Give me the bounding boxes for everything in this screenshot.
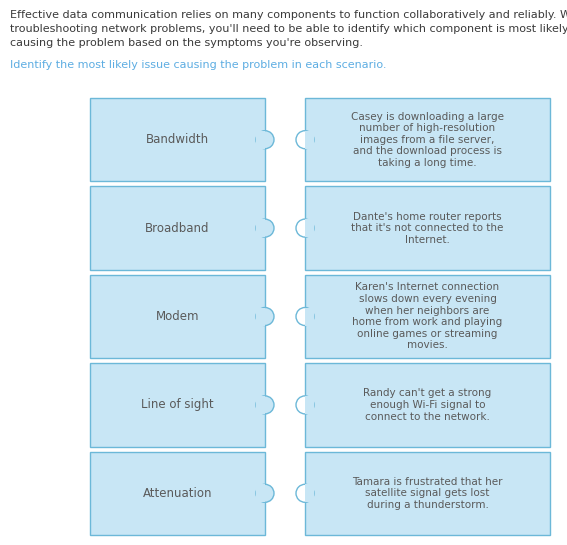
Circle shape	[256, 485, 274, 502]
Text: troubleshooting network problems, you'll need to be able to identify which compo: troubleshooting network problems, you'll…	[10, 24, 567, 34]
Bar	[90, 452, 265, 535]
Bar	[256, 485, 265, 502]
Bar	[90, 98, 265, 181]
Circle shape	[296, 131, 314, 149]
Text: Randy can't get a strong
enough Wi-Fi signal to
connect to the network.: Randy can't get a strong enough Wi-Fi si…	[363, 388, 492, 421]
Bar	[305, 219, 314, 237]
Text: Line of sight: Line of sight	[141, 398, 214, 411]
Circle shape	[296, 307, 314, 325]
Circle shape	[296, 485, 314, 502]
Bar	[90, 363, 265, 446]
Text: Modem: Modem	[156, 310, 199, 323]
Bar	[305, 98, 550, 181]
Circle shape	[296, 219, 314, 237]
Bar	[305, 307, 314, 325]
Text: Dante's home router reports
that it's not connected to the
Internet.: Dante's home router reports that it's no…	[352, 211, 503, 245]
Circle shape	[256, 396, 274, 414]
Bar	[90, 186, 265, 270]
Circle shape	[256, 131, 274, 149]
Bar	[90, 275, 265, 358]
Text: Tamara is frustrated that her
satellite signal gets lost
during a thunderstorm.: Tamara is frustrated that her satellite …	[352, 477, 503, 510]
Text: causing the problem based on the symptoms you're observing.: causing the problem based on the symptom…	[10, 38, 363, 48]
Bar	[305, 452, 550, 535]
Bar	[256, 131, 265, 149]
Bar	[305, 186, 550, 270]
Circle shape	[256, 219, 274, 237]
Bar	[305, 396, 314, 414]
Circle shape	[296, 396, 314, 414]
Text: Effective data communication relies on many components to function collaborative: Effective data communication relies on m…	[10, 10, 567, 20]
Bar	[256, 307, 265, 325]
Text: Karen's Internet connection
slows down every evening
when her neighbors are
home: Karen's Internet connection slows down e…	[352, 282, 502, 350]
Text: Broadband: Broadband	[145, 222, 210, 234]
Bar	[305, 275, 550, 358]
Bar	[256, 396, 265, 414]
Text: Attenuation: Attenuation	[143, 487, 212, 500]
Circle shape	[256, 307, 274, 325]
Text: Casey is downloading a large
number of high-resolution
images from a file server: Casey is downloading a large number of h…	[351, 112, 504, 168]
Bar	[305, 131, 314, 149]
Text: Identify the most likely issue causing the problem in each scenario.: Identify the most likely issue causing t…	[10, 60, 387, 70]
Bar	[305, 485, 314, 502]
Bar	[305, 363, 550, 446]
Bar	[256, 219, 265, 237]
Text: Bandwidth: Bandwidth	[146, 133, 209, 146]
